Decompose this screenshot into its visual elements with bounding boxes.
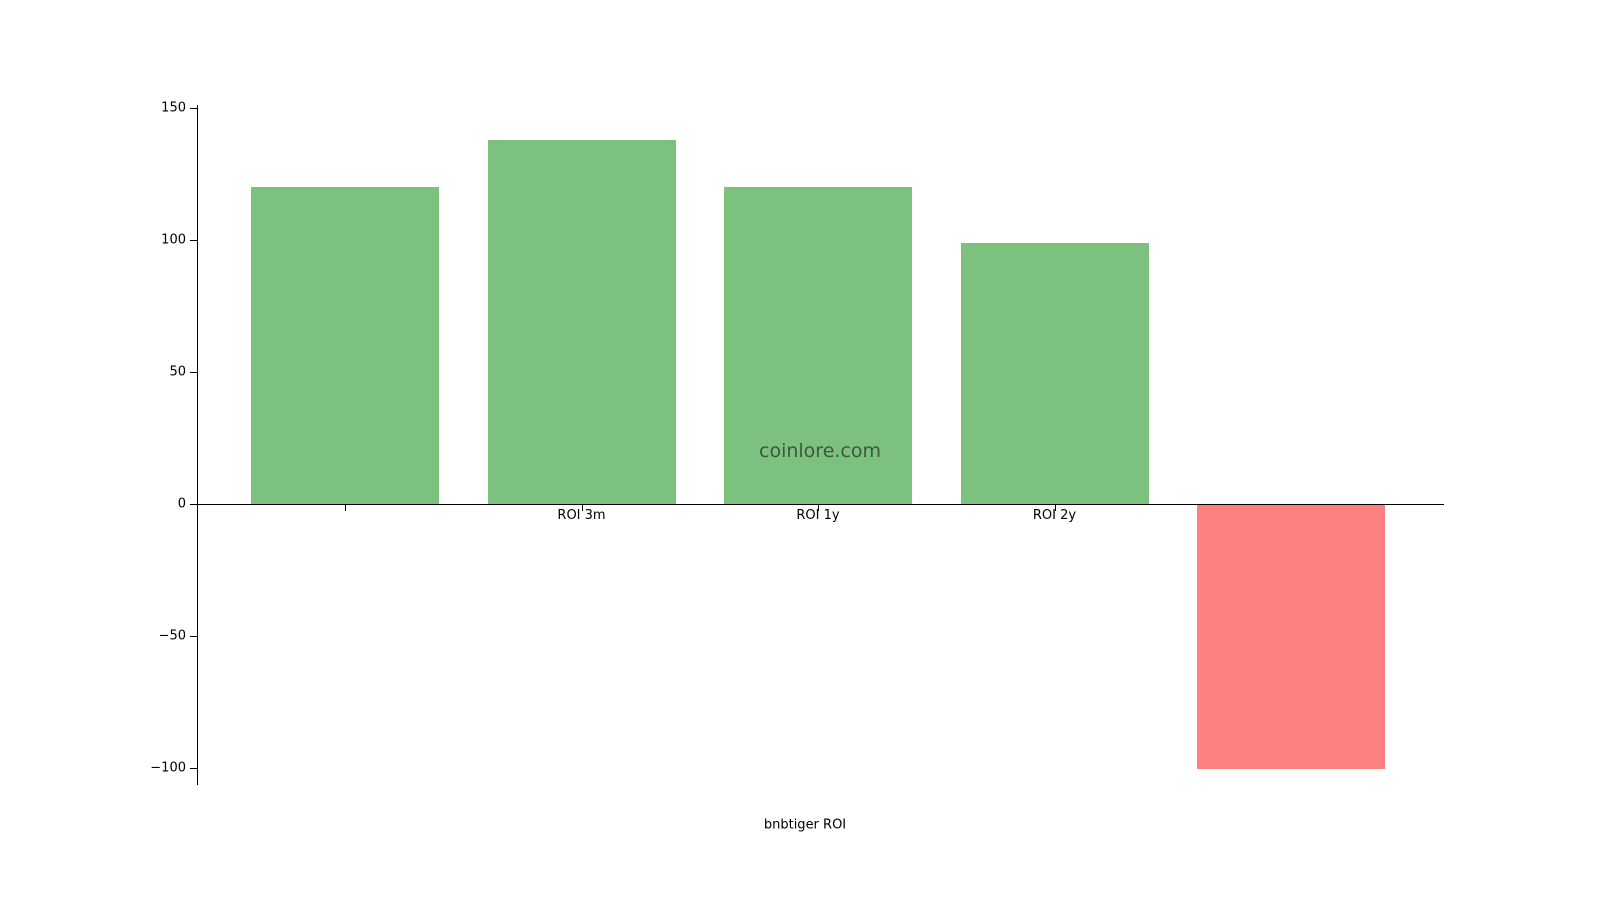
y-tick bbox=[190, 768, 197, 769]
y-tick-label: 50 bbox=[169, 364, 186, 380]
y-tick bbox=[190, 372, 197, 373]
x-axis-baseline bbox=[197, 504, 1444, 505]
x-tick bbox=[345, 504, 346, 511]
y-tick-label: 0 bbox=[177, 496, 186, 512]
y-tick-label: −100 bbox=[150, 760, 186, 776]
x-tick bbox=[1054, 504, 1056, 511]
y-tick-label: 100 bbox=[161, 232, 186, 248]
y-axis-spine bbox=[197, 105, 198, 785]
x-tick-label: ROI 2y bbox=[1032, 508, 1077, 523]
y-tick bbox=[190, 504, 197, 505]
y-tick-label: −50 bbox=[158, 628, 186, 644]
bar-5 bbox=[1197, 505, 1385, 769]
x-tick bbox=[581, 504, 583, 511]
x-tick-label: ROI 1y bbox=[796, 508, 840, 523]
y-tick bbox=[190, 108, 197, 109]
x-tick-label: ROI 3m bbox=[557, 508, 606, 523]
y-tick bbox=[190, 240, 197, 241]
watermark-text: coinlore.com bbox=[759, 440, 881, 462]
y-tick-label: 150 bbox=[161, 100, 186, 116]
x-tick bbox=[818, 504, 819, 511]
chart-title: bnbtiger ROI bbox=[763, 817, 847, 833]
bar-roi-1y bbox=[724, 187, 912, 504]
y-tick bbox=[190, 636, 197, 637]
bar-1 bbox=[251, 187, 439, 504]
bar-roi-2y bbox=[960, 242, 1149, 504]
bar-roi-3m bbox=[487, 139, 676, 504]
